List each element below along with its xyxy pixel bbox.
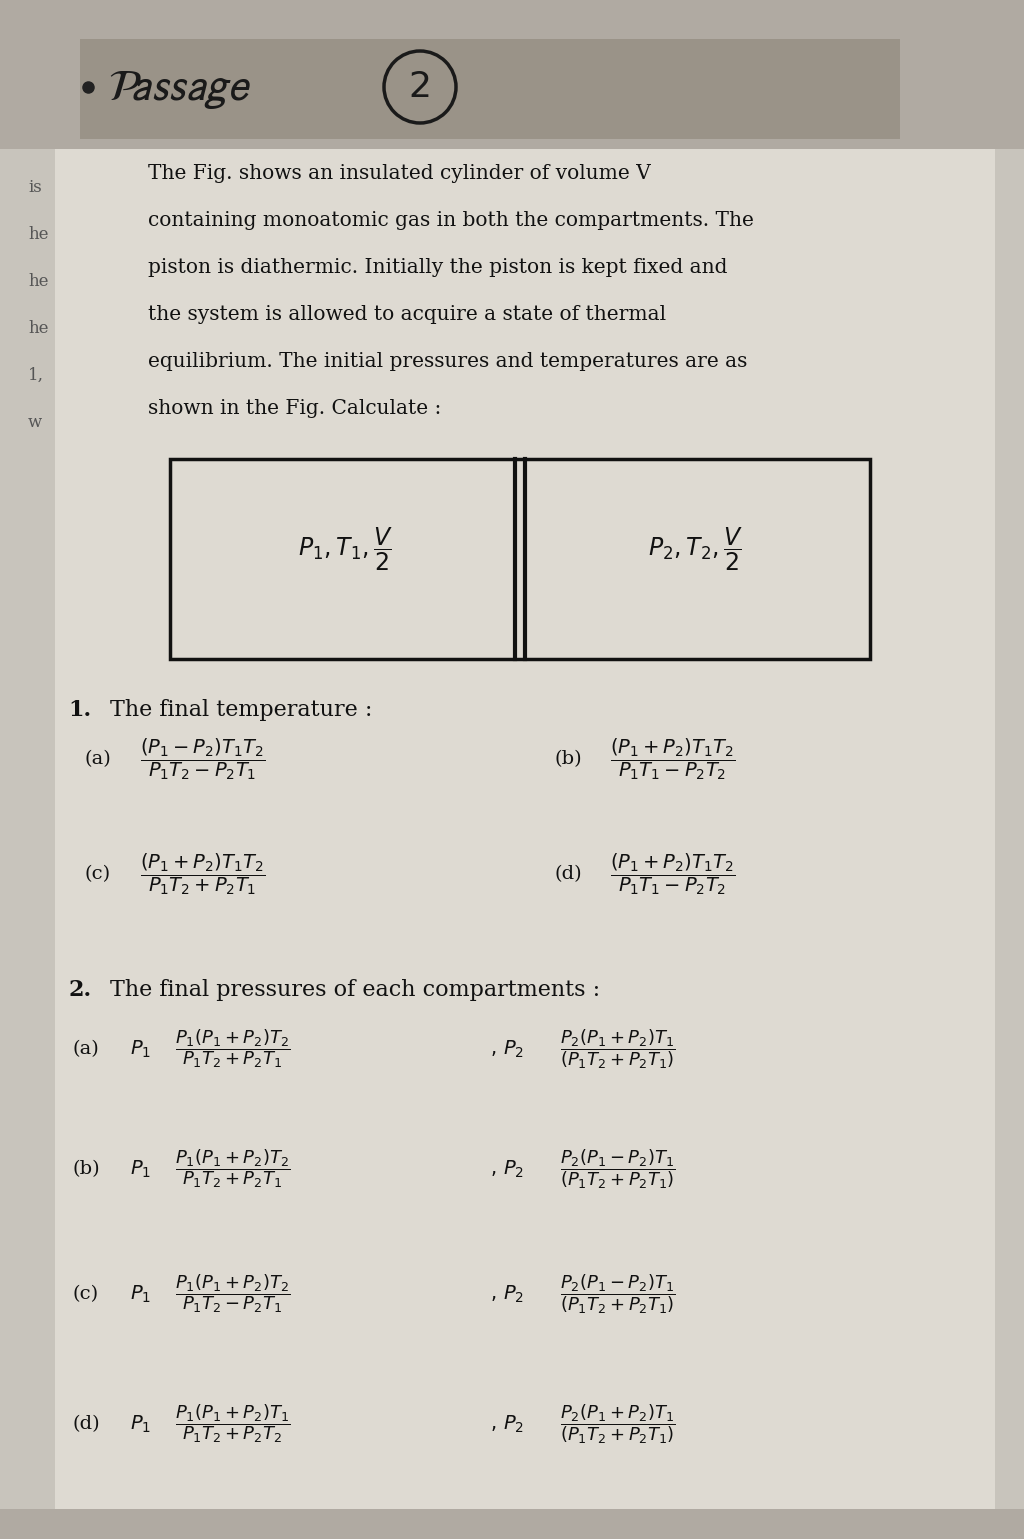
Text: The final temperature :: The final temperature : xyxy=(110,699,373,720)
Text: $,\,P_2\,$: $,\,P_2\,$ xyxy=(490,1039,524,1060)
Text: The Fig. shows an insulated cylinder of volume V: The Fig. shows an insulated cylinder of … xyxy=(148,165,650,183)
Bar xyxy=(170,459,870,659)
Text: 2.: 2. xyxy=(68,979,91,1000)
Text: (b): (b) xyxy=(555,749,583,768)
Text: $P_1,T_1,\dfrac{V}{2}$: $P_1,T_1,\dfrac{V}{2}$ xyxy=(298,525,392,573)
Text: 1,: 1, xyxy=(28,366,44,385)
Text: he: he xyxy=(28,272,48,289)
Text: (a): (a) xyxy=(72,1040,98,1057)
Text: is: is xyxy=(28,179,42,195)
Text: (c): (c) xyxy=(85,865,112,883)
Text: $\dfrac{P_2(P_1-P_2)T_1}{(P_1T_2+P_2T_1)}$: $\dfrac{P_2(P_1-P_2)T_1}{(P_1T_2+P_2T_1)… xyxy=(560,1147,676,1191)
Text: piston is diathermic. Initially the piston is kept fixed and: piston is diathermic. Initially the pist… xyxy=(148,259,727,277)
Text: 2: 2 xyxy=(409,69,431,105)
Text: $\dfrac{P_1(P_1+P_2)T_2}{P_1T_2+P_2T_1}$: $\dfrac{P_1(P_1+P_2)T_2}{P_1T_2+P_2T_1}$ xyxy=(175,1028,291,1070)
Text: containing monoatomic gas in both the compartments. The: containing monoatomic gas in both the co… xyxy=(148,211,754,229)
Text: $\dfrac{P_1(P_1+P_2)T_2}{P_1T_2-P_2T_1}$: $\dfrac{P_1(P_1+P_2)T_2}{P_1T_2-P_2T_1}$ xyxy=(175,1273,291,1316)
Text: $,\,P_2\,$: $,\,P_2\,$ xyxy=(490,1284,524,1305)
Text: $,\,P_2\,$: $,\,P_2\,$ xyxy=(490,1413,524,1434)
Text: shown in the Fig. Calculate :: shown in the Fig. Calculate : xyxy=(148,399,441,419)
Text: $P_1\,$: $P_1\,$ xyxy=(130,1284,152,1305)
Text: $P_1\,$: $P_1\,$ xyxy=(130,1413,152,1434)
Text: $P_2,T_2,\dfrac{V}{2}$: $P_2,T_2,\dfrac{V}{2}$ xyxy=(647,525,742,573)
Text: w: w xyxy=(28,414,42,431)
Text: he: he xyxy=(28,226,48,243)
Text: $\dfrac{(P_1 + P_2)T_1T_2}{P_1T_1 - P_2T_2}$: $\dfrac{(P_1 + P_2)T_1T_2}{P_1T_1 - P_2T… xyxy=(610,736,735,782)
Text: The final pressures of each compartments :: The final pressures of each compartments… xyxy=(110,979,600,1000)
Bar xyxy=(0,1510,1024,1539)
Text: $\dfrac{(P_1 + P_2)T_1T_2}{P_1T_2 + P_2T_1}$: $\dfrac{(P_1 + P_2)T_1T_2}{P_1T_2 + P_2T… xyxy=(140,851,265,897)
Text: $\dfrac{P_1(P_1+P_2)T_2}{P_1T_2+P_2T_1}$: $\dfrac{P_1(P_1+P_2)T_2}{P_1T_2+P_2T_1}$ xyxy=(175,1148,291,1190)
Text: $P_1\,$: $P_1\,$ xyxy=(130,1159,152,1180)
Bar xyxy=(80,38,900,139)
Text: (d): (d) xyxy=(555,865,583,883)
Text: $,\,P_2\,$: $,\,P_2\,$ xyxy=(490,1159,524,1180)
Text: $\dfrac{P_2(P_1+P_2)T_1}{(P_1T_2+P_2T_1)}$: $\dfrac{P_2(P_1+P_2)T_1}{(P_1T_2+P_2T_1)… xyxy=(560,1027,676,1071)
Text: $\dfrac{P_1(P_1+P_2)T_1}{P_1T_2+P_2T_2}$: $\dfrac{P_1(P_1+P_2)T_1}{P_1T_2+P_2T_2}$ xyxy=(175,1402,291,1445)
Text: $\dfrac{(P_1 - P_2)T_1T_2}{P_1T_2 - P_2T_1}$: $\dfrac{(P_1 - P_2)T_1T_2}{P_1T_2 - P_2T… xyxy=(140,736,265,782)
Text: $P_1\,$: $P_1\,$ xyxy=(130,1039,152,1060)
Text: the system is allowed to acquire a state of thermal: the system is allowed to acquire a state… xyxy=(148,305,667,325)
Text: $\mathcal{P\!assage}$: $\mathcal{P\!assage}$ xyxy=(108,68,251,111)
Text: (c): (c) xyxy=(72,1285,98,1304)
Text: equilibrium. The initial pressures and temperatures are as: equilibrium. The initial pressures and t… xyxy=(148,352,748,371)
Text: 1.: 1. xyxy=(68,699,91,720)
Text: (a): (a) xyxy=(85,749,112,768)
Text: (d): (d) xyxy=(72,1414,99,1433)
Bar xyxy=(0,0,1024,149)
Text: $\dfrac{P_2(P_1+P_2)T_1}{(P_1T_2+P_2T_1)}$: $\dfrac{P_2(P_1+P_2)T_1}{(P_1T_2+P_2T_1)… xyxy=(560,1402,676,1445)
Text: (b): (b) xyxy=(72,1160,99,1177)
Text: $\dfrac{(P_1 + P_2)T_1T_2}{P_1T_1 - P_2T_2}$: $\dfrac{(P_1 + P_2)T_1T_2}{P_1T_1 - P_2T… xyxy=(610,851,735,897)
Text: $\dfrac{P_2(P_1-P_2)T_1}{(P_1T_2+P_2T_1)}$: $\dfrac{P_2(P_1-P_2)T_1}{(P_1T_2+P_2T_1)… xyxy=(560,1273,676,1316)
Text: he: he xyxy=(28,320,48,337)
